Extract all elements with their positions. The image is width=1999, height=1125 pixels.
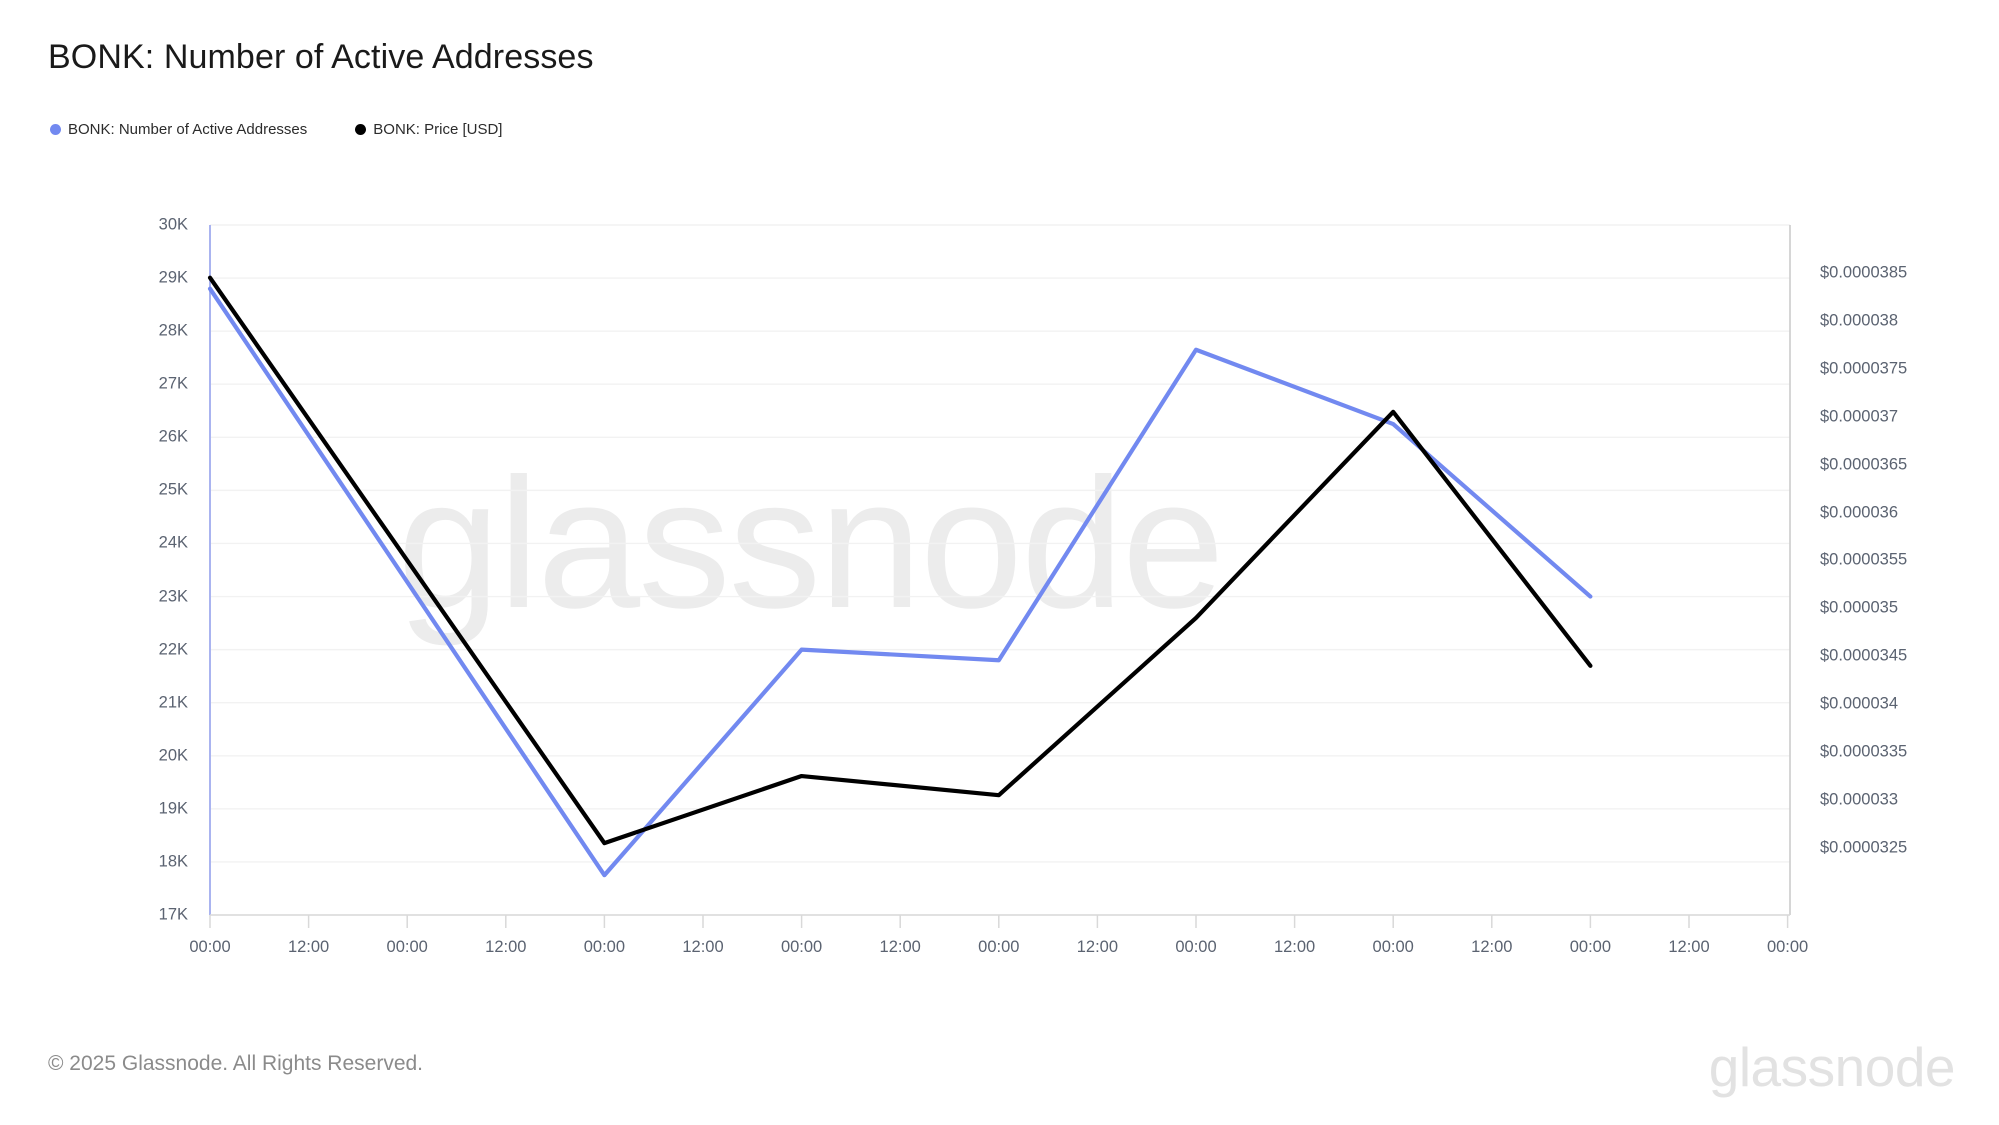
x-axis-tick-label: 00:00 — [583, 938, 626, 956]
y-axis-left-tick-label: 18K — [158, 852, 188, 871]
x-axis-tick-label: 12:00 — [1668, 938, 1710, 956]
legend-item-active-addresses[interactable]: BONK: Number of Active Addresses — [50, 122, 307, 137]
y-axis-left-tick-label: 19K — [158, 799, 188, 818]
x-axis-tick-label: 00:00 — [1175, 938, 1217, 956]
y-axis-left-tick-label: 21K — [158, 693, 188, 712]
y-axis-right-tick-label: $0.000035 — [1820, 598, 1898, 617]
y-axis-left-tick-label: 30K — [158, 215, 188, 234]
y-axis-right-tick-label: $0.0000345 — [1820, 646, 1908, 665]
x-axis-tick-label: 00:00 — [780, 938, 823, 956]
legend-dot-icon — [355, 124, 367, 135]
chart-x-tickmarks — [209, 915, 1789, 928]
watermark-glassnode: glassnode — [397, 441, 1224, 647]
legend-item-price[interactable]: BONK: Price [USD] — [355, 122, 502, 137]
y-axis-right-tick-label: $0.000033 — [1820, 790, 1898, 809]
y-axis-right-tick-label: $0.000038 — [1820, 311, 1898, 330]
chart-legend: BONK: Number of Active Addresses BONK: P… — [50, 122, 550, 137]
y-axis-right-tick-label: $0.000037 — [1820, 407, 1898, 426]
chart-right-axis-labels: $0.0000385 $0.000038 $0.0000375 $0.000037 $0… — [1820, 0, 1999, 1125]
page-title: BONK: Number of Active Addresses — [48, 38, 594, 76]
legend-item-label: BONK: Price [USD] — [373, 121, 503, 138]
x-axis-tick-label: 00:00 — [189, 938, 231, 956]
x-axis-tick-label: 00:00 — [1569, 938, 1612, 956]
y-axis-left-tick-label: 17K — [158, 905, 188, 924]
x-axis-tick-label: 00:00 — [978, 938, 1020, 956]
y-axis-left-tick-label: 27K — [158, 374, 188, 393]
x-axis-tick-label: 00:00 — [1372, 938, 1414, 956]
y-axis-right-tick-label: $0.0000325 — [1820, 838, 1908, 857]
y-axis-left-tick-label: 25K — [158, 480, 188, 499]
y-axis-left-tick-label: 29K — [158, 268, 188, 287]
footer-copyright: © 2025 Glassnode. All Rights Reserved. — [48, 1052, 424, 1075]
y-axis-right-tick-label: $0.000034 — [1820, 694, 1898, 713]
legend-item-label: BONK: Number of Active Addresses — [68, 121, 308, 138]
x-axis-tick-label: 00:00 — [1766, 938, 1809, 956]
x-axis-tick-label: 12:00 — [682, 938, 724, 956]
y-axis-left-tick-label: 23K — [158, 587, 188, 606]
x-axis-tick-label: 00:00 — [386, 938, 428, 956]
y-axis-right-tick-label: $0.0000355 — [1820, 550, 1908, 569]
x-axis-tick-label: 12:00 — [1471, 938, 1513, 956]
x-axis-tick-label: 12:00 — [1273, 938, 1316, 956]
y-axis-left-tick-label: 28K — [158, 321, 188, 340]
y-axis-right-tick-label: $0.0000375 — [1820, 359, 1908, 378]
x-axis-tick-label: 12:00 — [879, 938, 921, 956]
legend-dot-icon — [50, 124, 61, 135]
x-axis-tick-label: 12:00 — [1076, 938, 1119, 956]
y-axis-left-tick-label: 22K — [158, 640, 188, 659]
y-axis-right-tick-label: $0.000036 — [1820, 503, 1898, 521]
y-axis-left-tick-label: 20K — [158, 746, 188, 765]
chart-left-axis-labels: 30K 29K 28K 27K 26K 25K 24K 23K 22K 21K 20K 19K 18K 1… — [100, 0, 188, 1125]
y-axis-left-tick-label: 24K — [158, 533, 188, 552]
footer-logo: glassnode — [1708, 1036, 1956, 1098]
y-axis-right-tick-label: $0.0000365 — [1820, 455, 1908, 474]
x-axis-tick-label: 12:00 — [287, 938, 330, 956]
y-axis-left-tick-label: 26K — [158, 427, 188, 446]
x-axis-tick-label: 12:00 — [485, 938, 527, 956]
y-axis-right-tick-label: $0.0000335 — [1820, 742, 1908, 761]
y-axis-right-tick-label: $0.0000385 — [1820, 263, 1908, 282]
